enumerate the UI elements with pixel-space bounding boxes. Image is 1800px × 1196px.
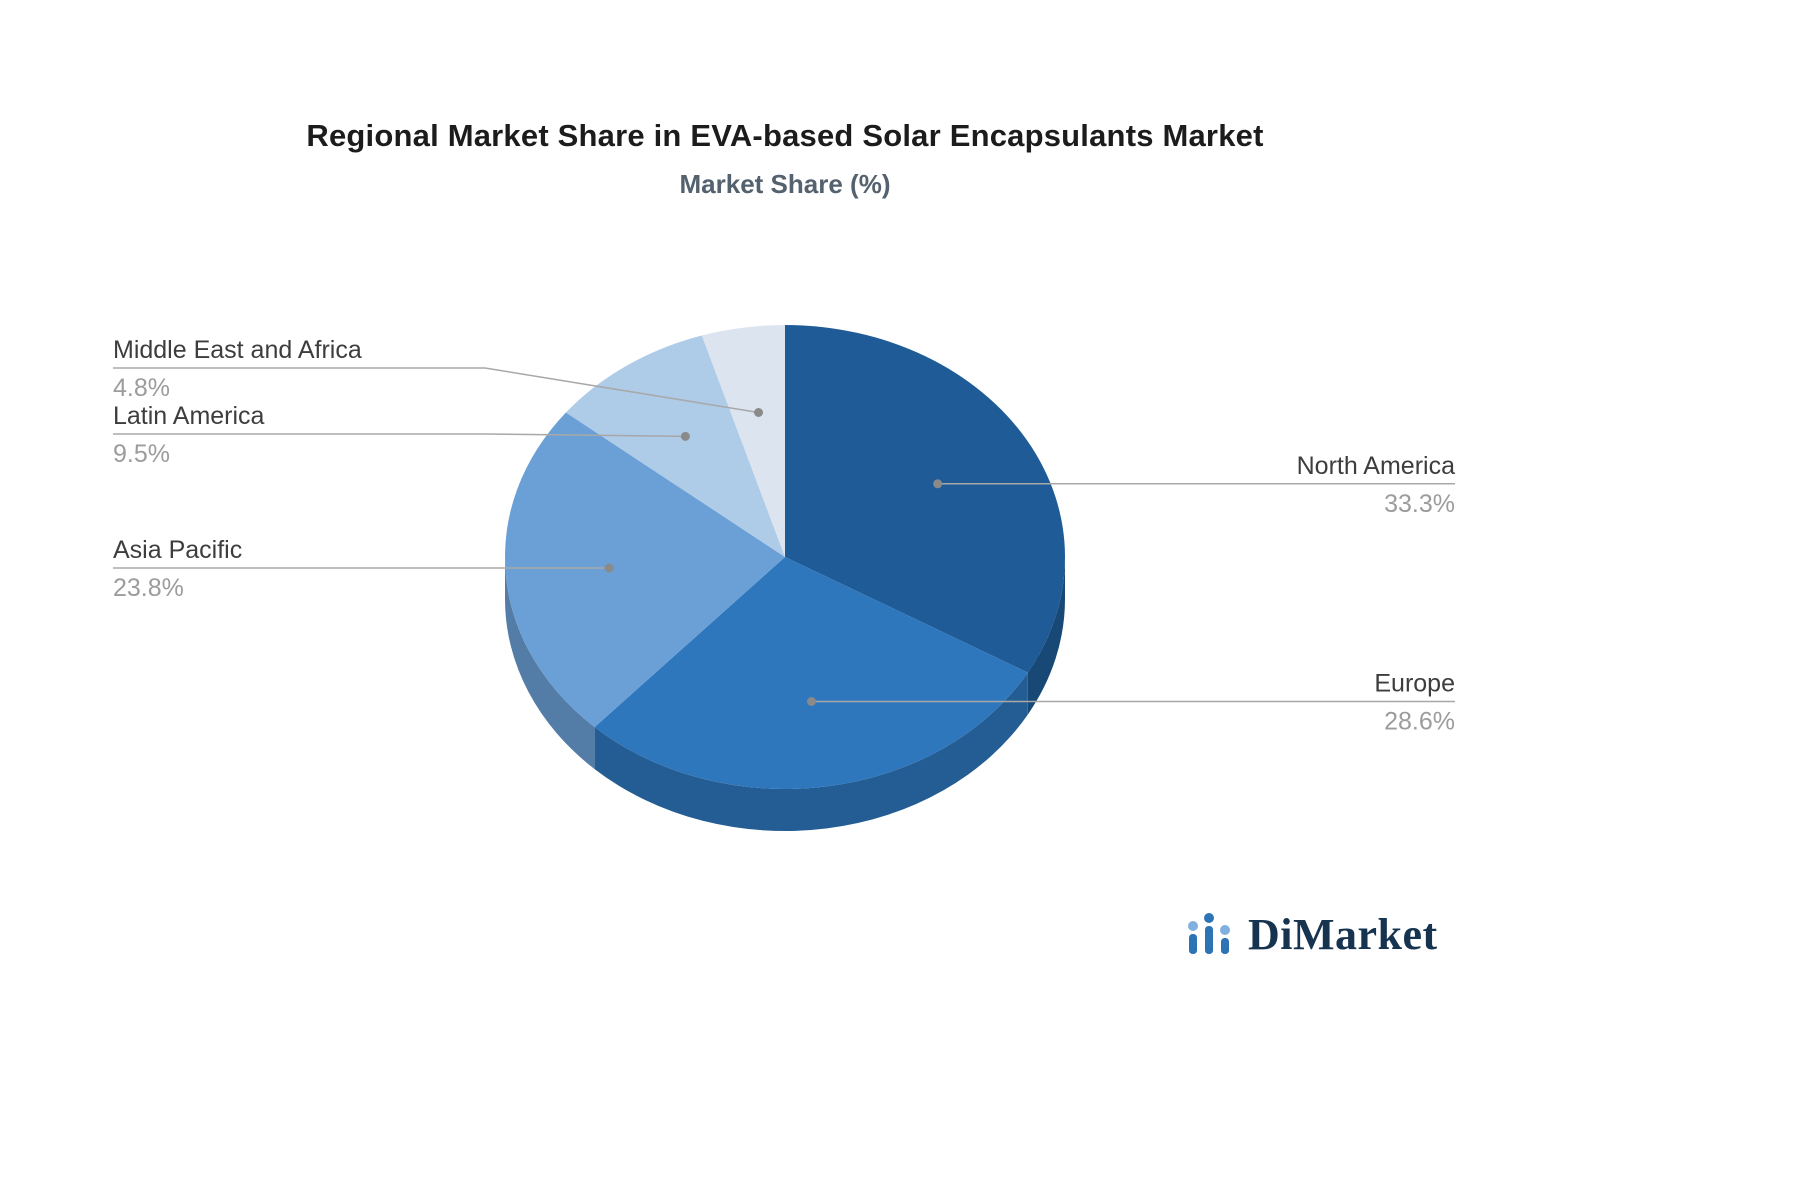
brand-logo-text: DiMarket (1248, 909, 1438, 959)
pie-slice-middle-east-and-africa[interactable] (701, 325, 785, 557)
brand-logo: DiMarket (1185, 903, 1438, 965)
pie-slice-europe[interactable] (594, 557, 1028, 789)
pie-slice-side-north-america (1027, 557, 1065, 715)
connector-dot-middle-east-and-africa (754, 407, 764, 417)
slice-label-asia-pacific: Asia Pacific (113, 536, 242, 564)
slice-label-latin-america: Latin America (113, 402, 265, 430)
pie-slice-north-america[interactable] (785, 325, 1065, 673)
slice-percent-middle-east-and-africa: 4.8% (113, 374, 170, 402)
slice-percent-latin-america: 9.5% (113, 440, 170, 468)
chart-subtitle: Market Share (%) (679, 169, 891, 199)
connector-latin-america (113, 433, 686, 438)
pie-3d-sides (505, 557, 1065, 832)
slice-percent-europe: 28.6% (1384, 708, 1455, 736)
pie-labels: North America 33.3% Europe 28.6% Asia Pacifi… (113, 336, 1455, 736)
brand-logo-icon (1188, 913, 1230, 954)
chart-title: Regional Market Share in EVA-based Solar… (306, 118, 1264, 153)
slice-percent-north-america: 33.3% (1384, 490, 1455, 518)
connector-dot-latin-america (680, 431, 690, 441)
connector-dot-north-america (933, 479, 943, 489)
connector-dot-europe (806, 697, 816, 707)
pie-slice-asia-pacific[interactable] (504, 412, 785, 728)
pie-slice-latin-america[interactable] (565, 335, 785, 557)
slice-label-north-america: North America (1297, 452, 1455, 480)
pie-slice-side-europe (594, 672, 1028, 832)
pie-slices (504, 325, 1065, 789)
pie-label-connectors (113, 367, 1455, 707)
connector-middle-east-and-africa (113, 367, 759, 414)
pie-slice-side-asia-pacific (505, 557, 595, 770)
slice-percent-asia-pacific: 23.8% (113, 574, 184, 602)
slice-label-middle-east-and-africa: Middle East and Africa (113, 336, 362, 364)
connector-dot-asia-pacific (604, 563, 614, 573)
slice-label-europe: Europe (1374, 670, 1455, 698)
